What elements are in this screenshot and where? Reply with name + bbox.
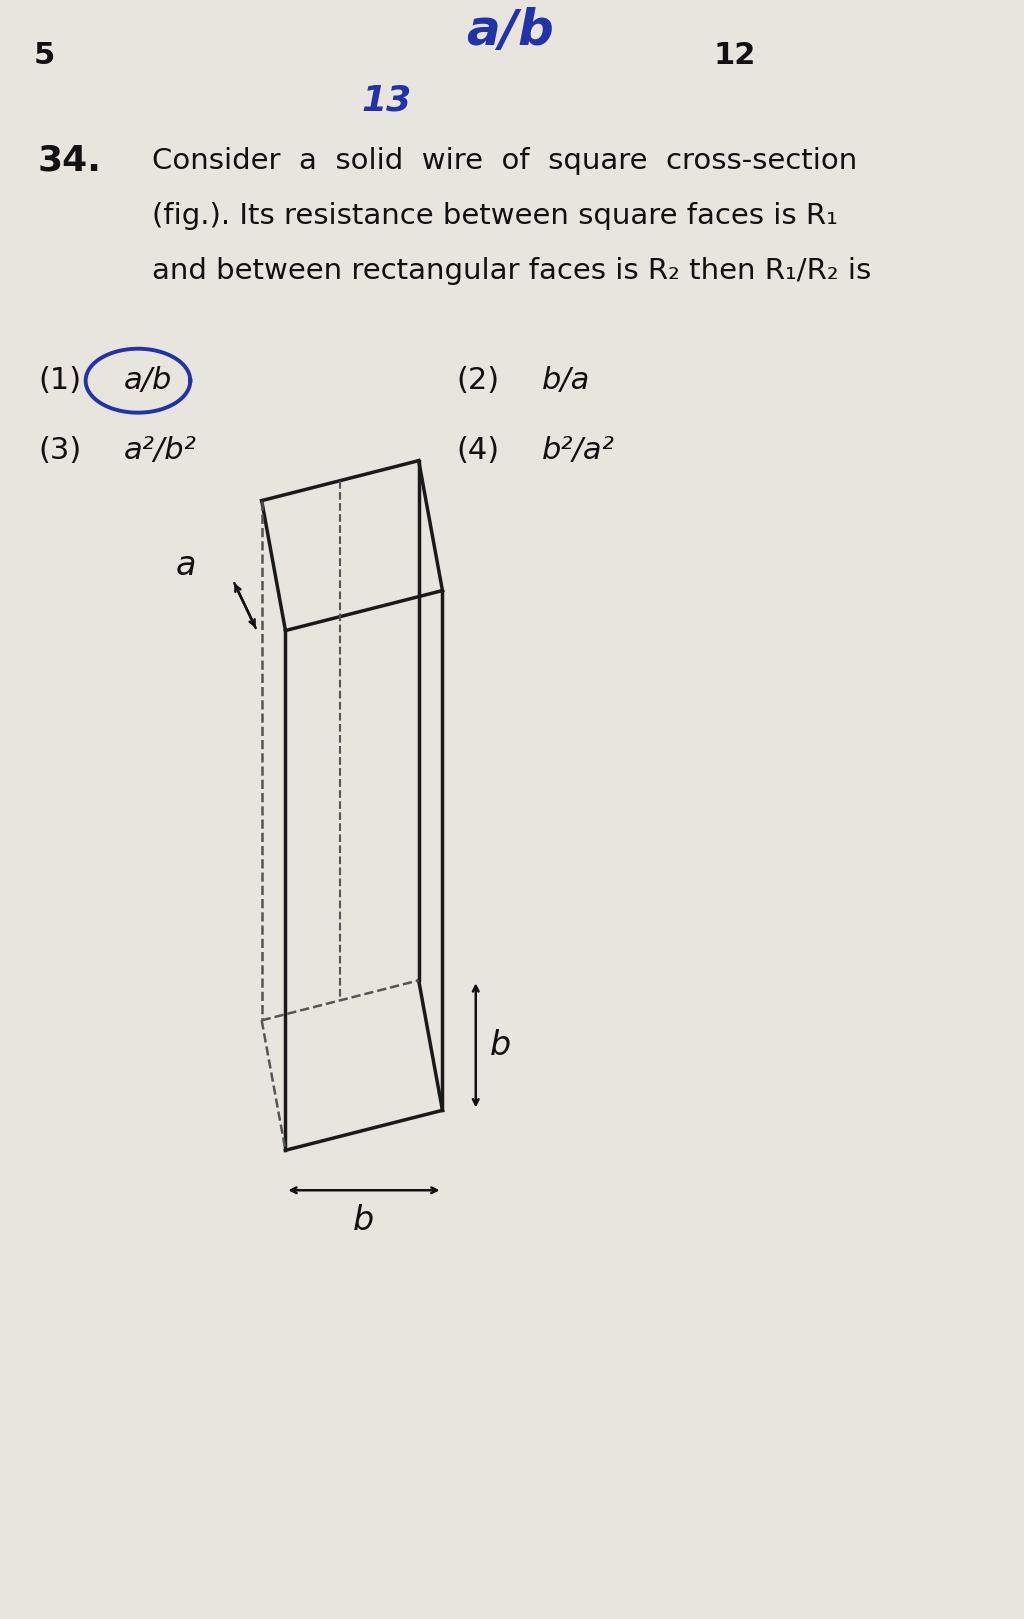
Text: a²/b²: a²/b² [124,436,197,465]
Text: b: b [490,1028,511,1062]
Text: b²/a²: b²/a² [543,436,615,465]
Text: a/b: a/b [124,366,172,395]
Text: 13: 13 [361,84,412,118]
Text: 34.: 34. [38,144,102,178]
Text: (3): (3) [38,436,81,465]
Text: (2): (2) [457,366,500,395]
Text: 5: 5 [34,42,54,70]
Text: 12: 12 [714,42,756,70]
Text: a: a [175,549,196,583]
Text: (4): (4) [457,436,500,465]
Text: Consider  a  solid  wire  of  square  cross-section: Consider a solid wire of square cross-se… [153,147,857,175]
Text: (1): (1) [38,366,81,395]
Text: b: b [353,1203,374,1237]
Text: (fig.). Its resistance between square faces is R₁: (fig.). Its resistance between square fa… [153,202,838,230]
Text: a/b: a/b [466,6,554,55]
Text: and between rectangular faces is R₂ then R₁/R₂ is: and between rectangular faces is R₂ then… [153,257,871,285]
Text: b/a: b/a [543,366,591,395]
